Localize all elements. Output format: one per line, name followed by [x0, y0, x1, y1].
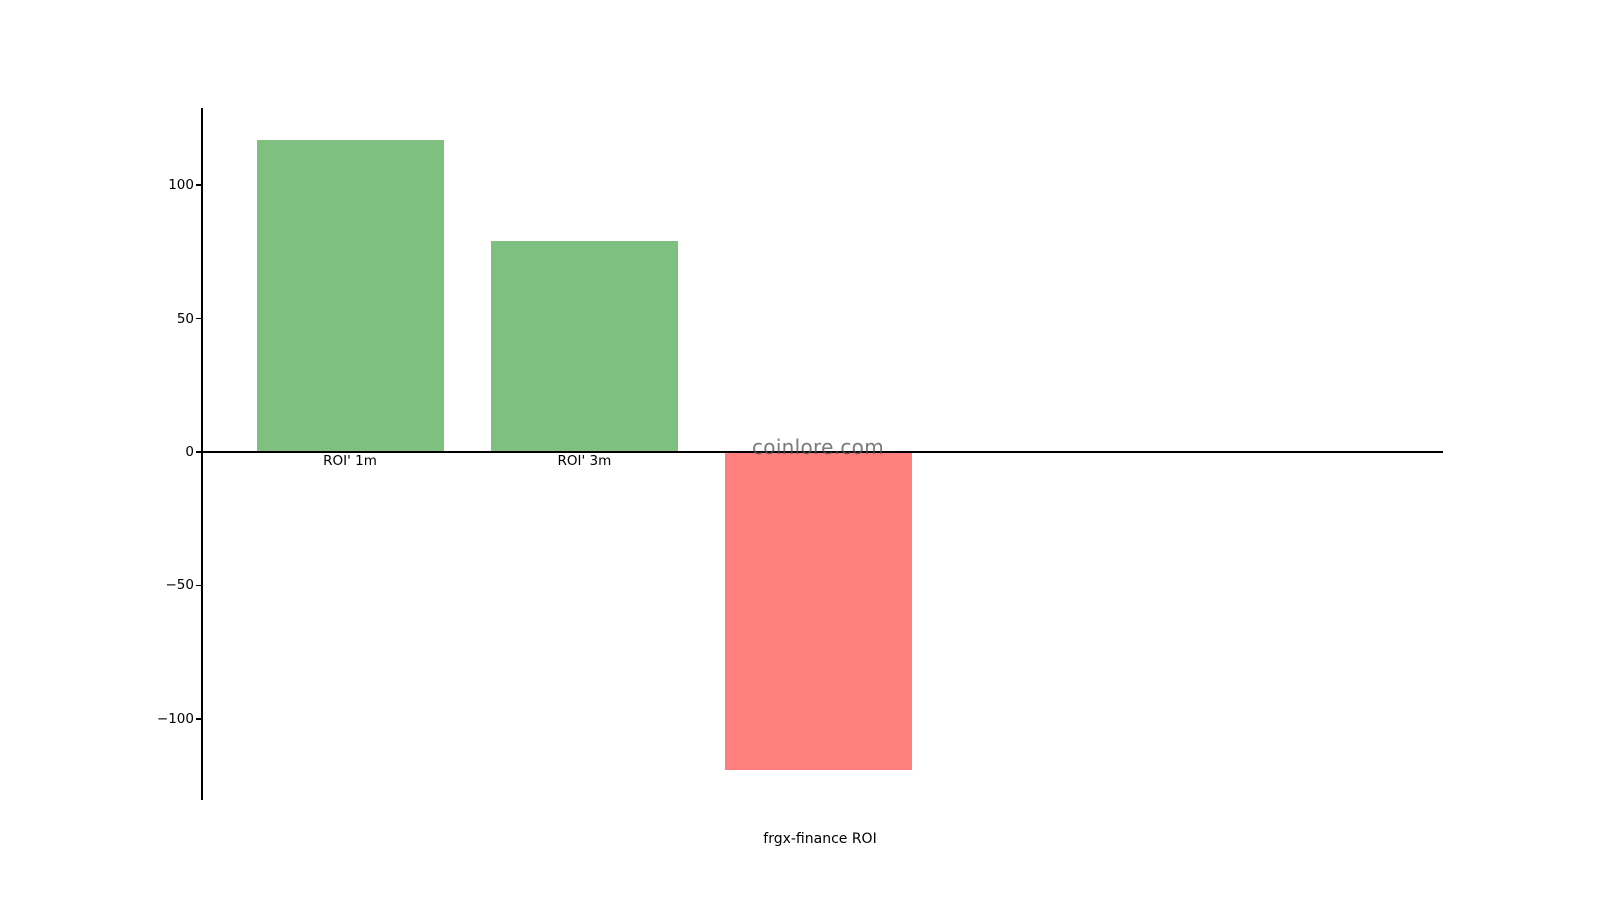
- y-tick-mark: [196, 184, 202, 186]
- watermark-text: coinlore.com: [751, 435, 885, 459]
- x-tick-label: ROI' 3m: [557, 453, 612, 469]
- y-tick-label: 50: [176, 310, 194, 327]
- chart-title: frgx-finance ROI: [763, 831, 877, 847]
- y-tick-mark: [196, 584, 202, 587]
- y-tick-label: 100: [168, 177, 194, 194]
- bar: [725, 452, 913, 770]
- y-tick-mark: [196, 718, 202, 720]
- y-axis-line: [201, 108, 203, 800]
- y-tick-mark: [196, 451, 202, 453]
- x-axis-zero-line: [201, 451, 1443, 453]
- y-tick-mark: [196, 317, 202, 320]
- x-tick-label: ROI' 1m: [323, 453, 377, 469]
- y-tick-label: −50: [165, 577, 195, 594]
- y-tick-label: −100: [156, 710, 194, 727]
- y-tick-label: 0: [185, 444, 194, 460]
- bar: [490, 241, 678, 452]
- bar: [256, 139, 444, 452]
